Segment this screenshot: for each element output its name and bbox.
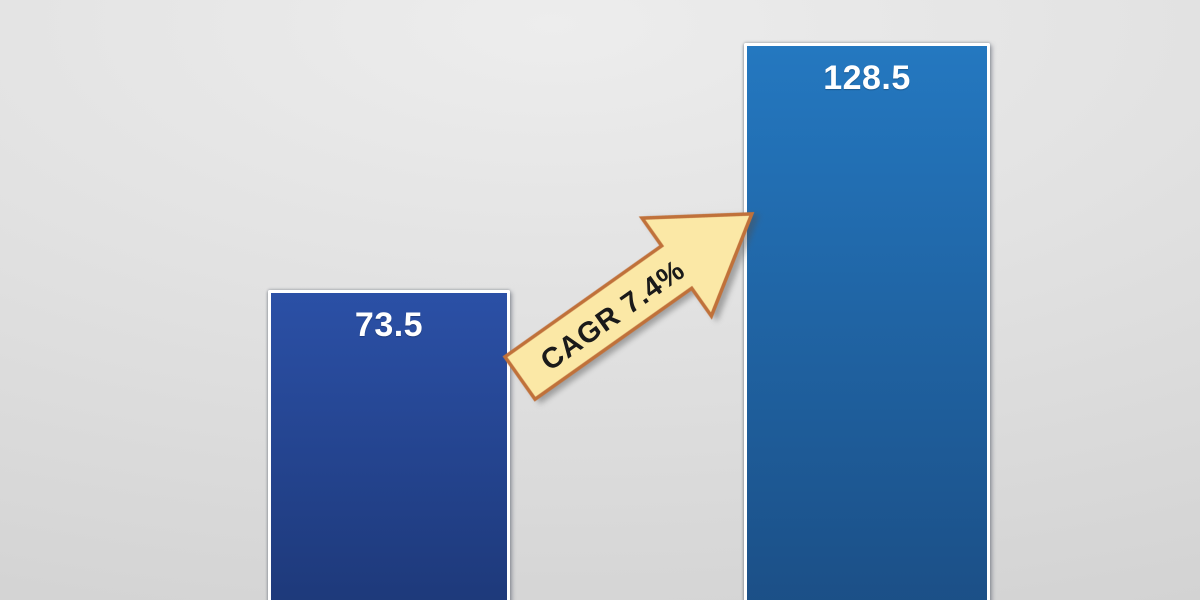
bar-right-value-label: 128.5 <box>823 59 911 97</box>
up-right-arrow-icon <box>502 212 755 402</box>
bar-left-value-label: 73.5 <box>354 306 424 344</box>
cagr-annotation-label: CAGR 7.4% <box>535 254 691 378</box>
bar-left: 73.5 <box>268 290 510 600</box>
bar-right: 128.5 <box>744 43 990 600</box>
